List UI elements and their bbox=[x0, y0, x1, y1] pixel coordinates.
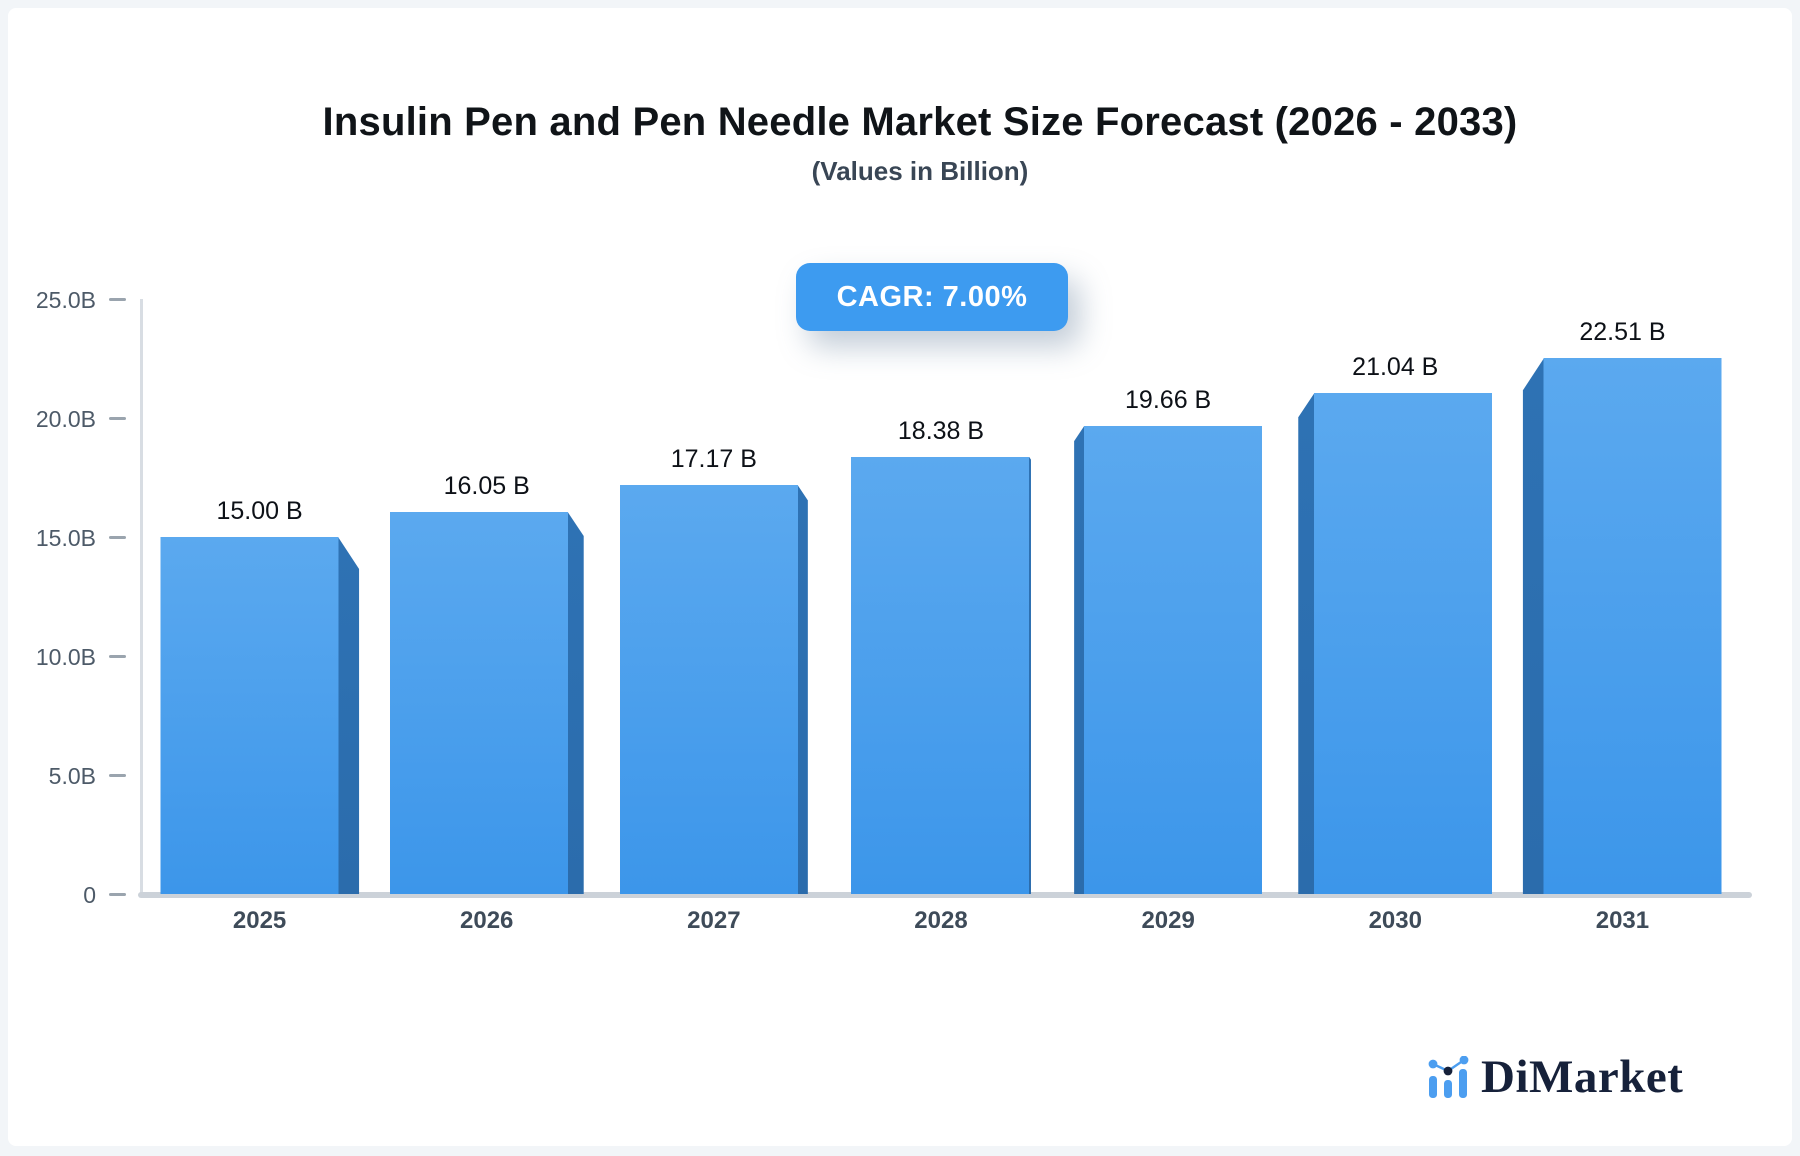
y-tick-mark bbox=[109, 298, 126, 301]
x-axis-label-2030: 2030 bbox=[1368, 907, 1422, 934]
bar-chart-logo-icon bbox=[1428, 1056, 1469, 1098]
y-tick-mark bbox=[109, 893, 126, 896]
bar-2028 bbox=[850, 456, 1031, 894]
bar-slot-2029: 19.66 B bbox=[1055, 299, 1282, 894]
x-axis-label-2028: 2028 bbox=[914, 907, 968, 934]
chart-title: Insulin Pen and Pen Needle Market Size F… bbox=[322, 100, 1518, 144]
y-tick-label-15.0B: 15.0B bbox=[35, 525, 96, 551]
x-axis-label-2027: 2027 bbox=[687, 907, 741, 934]
bar-face bbox=[389, 512, 568, 894]
bar-slot-2028: 18.38 B bbox=[827, 299, 1054, 894]
cagr-badge: CAGR: 7.00% bbox=[796, 263, 1068, 331]
bar-value-label-2029: 19.66 B bbox=[1125, 386, 1212, 415]
bar-face bbox=[160, 537, 339, 894]
chart-subtitle: (Values in Billion) bbox=[811, 156, 1029, 186]
y-tick-label-10.0B: 10.0B bbox=[35, 644, 96, 670]
bar-face bbox=[850, 456, 1029, 894]
chart-card: Insulin Pen and Pen Needle Market Size F… bbox=[8, 8, 1792, 1146]
bar-2029 bbox=[1074, 426, 1263, 894]
bar-2025 bbox=[160, 537, 360, 894]
bar-side bbox=[567, 512, 584, 894]
y-tick-label-0: 0 bbox=[83, 882, 96, 908]
bar-face bbox=[619, 485, 798, 894]
y-tick-label-5.0B: 5.0B bbox=[48, 763, 96, 789]
bar-value-label-2026: 16.05 B bbox=[443, 472, 530, 501]
y-tick-mark bbox=[109, 774, 126, 777]
bar-value-label-2030: 21.04 B bbox=[1352, 353, 1439, 382]
bar-slot-2031: 22.51 B bbox=[1509, 299, 1736, 894]
bar-side bbox=[338, 537, 360, 894]
bar-side bbox=[1298, 393, 1315, 894]
bar-2031 bbox=[1522, 358, 1722, 894]
brand-logo: DiMarket bbox=[1428, 1050, 1683, 1104]
bar-value-label-2027: 17.17 B bbox=[670, 445, 757, 474]
bar-face bbox=[1543, 358, 1722, 894]
chart-stage: Insulin Pen and Pen Needle Market Size F… bbox=[8, 8, 1792, 1146]
bar-side bbox=[1074, 426, 1085, 894]
bars-container: 15.00 B 16.05 B 17.17 B 18.38 B 19.66 B 21.04… bbox=[146, 299, 1736, 894]
bar-slot-2027: 17.17 B bbox=[600, 299, 827, 894]
bar-side bbox=[797, 485, 808, 894]
bar-value-label-2031: 22.51 B bbox=[1579, 318, 1666, 347]
y-tick-label-20.0B: 20.0B bbox=[35, 406, 96, 432]
bar-slot-2030: 21.04 B bbox=[1282, 299, 1509, 894]
cagr-badge-label: CAGR: 7.00% bbox=[836, 280, 1028, 313]
x-axis-label-2026: 2026 bbox=[460, 907, 514, 934]
y-tick-mark bbox=[109, 417, 126, 420]
bar-value-label-2025: 15.00 B bbox=[216, 497, 303, 525]
bar-slot-2026: 16.05 B bbox=[373, 299, 600, 894]
bar-value-label-2028: 18.38 B bbox=[897, 416, 985, 445]
bar-side bbox=[1522, 358, 1544, 894]
y-tick-mark bbox=[109, 536, 126, 539]
bar-2026 bbox=[389, 512, 584, 894]
y-axis-line bbox=[140, 299, 143, 894]
x-axis-label-2025: 2025 bbox=[232, 907, 287, 934]
bar-side bbox=[1028, 456, 1031, 894]
bar-2030 bbox=[1298, 393, 1493, 894]
bar-face bbox=[1084, 426, 1263, 894]
x-axis-label-2029: 2029 bbox=[1141, 907, 1195, 934]
bar-2027 bbox=[619, 485, 808, 894]
y-tick-mark bbox=[109, 655, 126, 658]
bar-face bbox=[1314, 393, 1493, 894]
x-axis-labels: 2025 2026 2027 2028 2029 2030 2031 bbox=[146, 907, 1736, 935]
y-tick-label-25.0B: 25.0B bbox=[35, 287, 96, 313]
x-axis-line bbox=[138, 892, 1752, 898]
brand-name: DiMarket bbox=[1481, 1051, 1684, 1103]
x-axis-label-2031: 2031 bbox=[1595, 907, 1650, 934]
bar-slot-2025: 15.00 B bbox=[146, 299, 373, 894]
